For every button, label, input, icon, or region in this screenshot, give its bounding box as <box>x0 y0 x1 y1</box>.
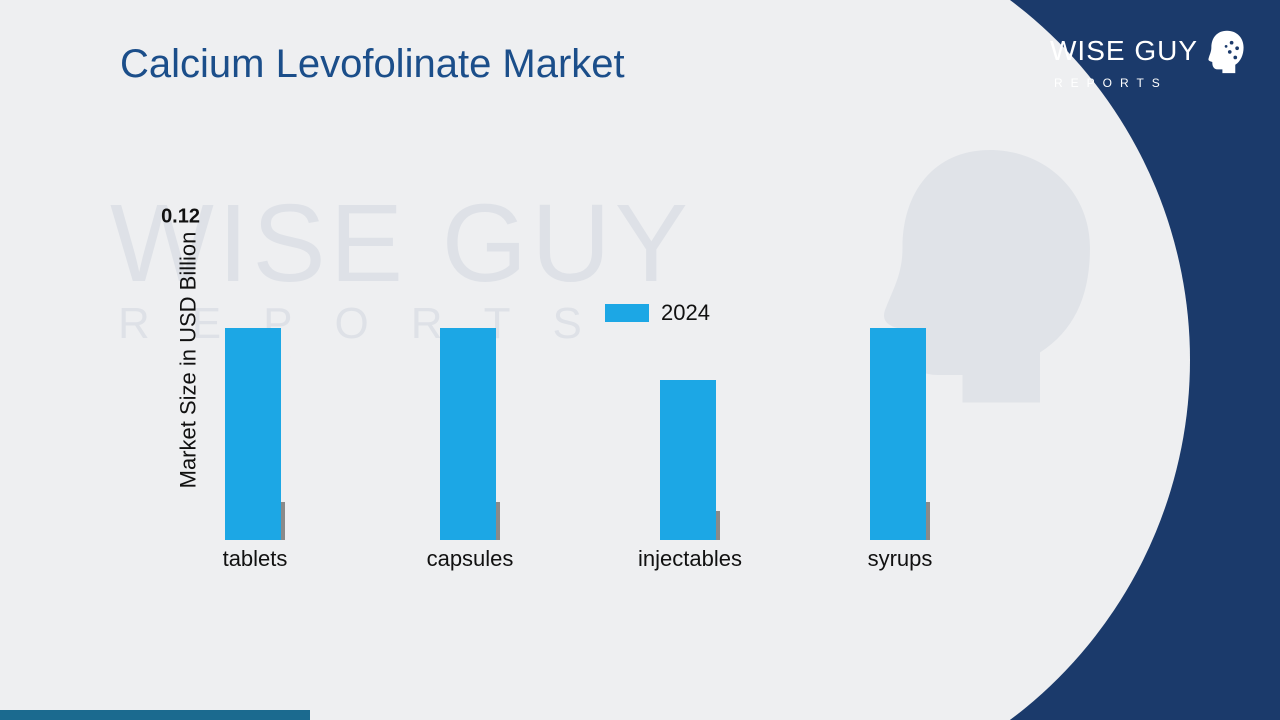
bar <box>660 380 716 540</box>
bar <box>870 328 926 541</box>
head-icon <box>1204 28 1250 74</box>
logo-line2-text: REPORTS <box>1050 76 1250 90</box>
category-label: injectables <box>638 546 742 572</box>
category-label: capsules <box>427 546 514 572</box>
category-label: syrups <box>868 546 933 572</box>
category-label: tablets <box>223 546 288 572</box>
page-canvas: WISE GUY REPORTS WISE GUY REPORTS Calciu… <box>0 0 1280 720</box>
bar-chart: 0.12 tabletscapsulesinjectablessyrups 20… <box>130 170 950 580</box>
brand-logo: WISE GUY REPORTS <box>1050 28 1250 90</box>
bar-shadow <box>496 502 500 540</box>
legend-swatch <box>605 304 649 322</box>
legend-label: 2024 <box>661 300 710 326</box>
chart-legend: 2024 <box>605 300 710 326</box>
logo-text-line1: WISE GUY <box>1050 28 1250 74</box>
bar <box>440 328 496 541</box>
bar <box>225 328 281 541</box>
bottom-accent-bar <box>0 710 310 720</box>
bar-shadow <box>716 511 720 540</box>
plot-area: 0.12 tabletscapsulesinjectablessyrups <box>170 190 940 540</box>
y-tick-label: 0.12 <box>161 206 200 229</box>
bar-shadow <box>281 502 285 540</box>
chart-title: Calcium Levofolinate Market <box>120 42 625 87</box>
bar-shadow <box>926 502 930 540</box>
logo-line1-text: WISE GUY <box>1050 35 1198 67</box>
brand-panel <box>960 0 1280 720</box>
